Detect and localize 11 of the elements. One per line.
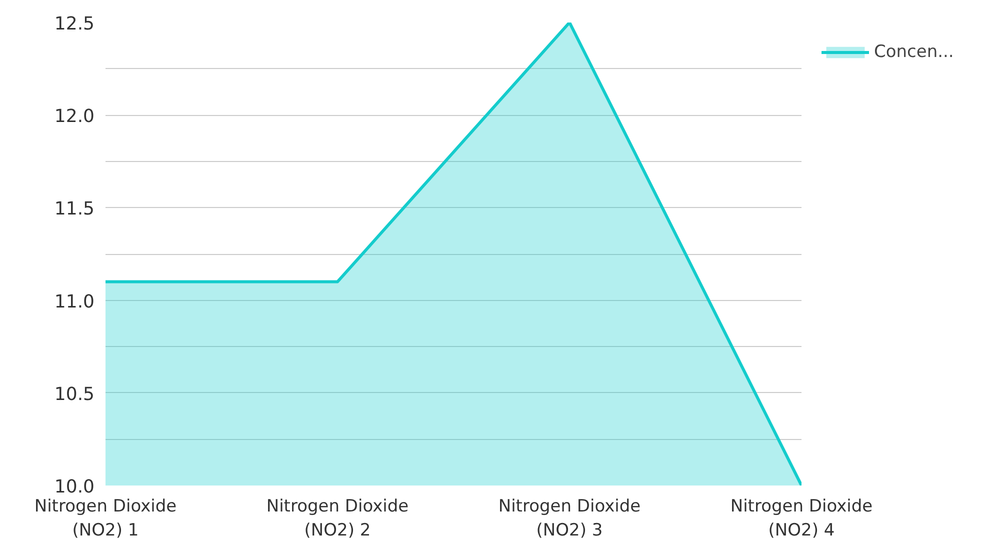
y-tick-label: 12.0	[54, 106, 94, 128]
legend-label: Concen...	[874, 42, 954, 62]
x-tick-label: Nitrogen Dioxide (NO2) 3	[498, 496, 641, 540]
y-tick-label: 11.5	[54, 198, 94, 220]
y-tick-label: 11.0	[54, 291, 94, 312]
y-tick-label: 12.5	[54, 14, 94, 34]
y-tick-label: 10.0	[54, 476, 94, 498]
y-tick-label: 10.5	[54, 384, 94, 405]
x-tick-label: Nitrogen Dioxide (NO2) 1	[34, 496, 177, 540]
x-tick-label: Nitrogen Dioxide (NO2) 2	[266, 496, 409, 540]
x-tick-label: Nitrogen Dioxide (NO2) 4	[730, 496, 873, 540]
